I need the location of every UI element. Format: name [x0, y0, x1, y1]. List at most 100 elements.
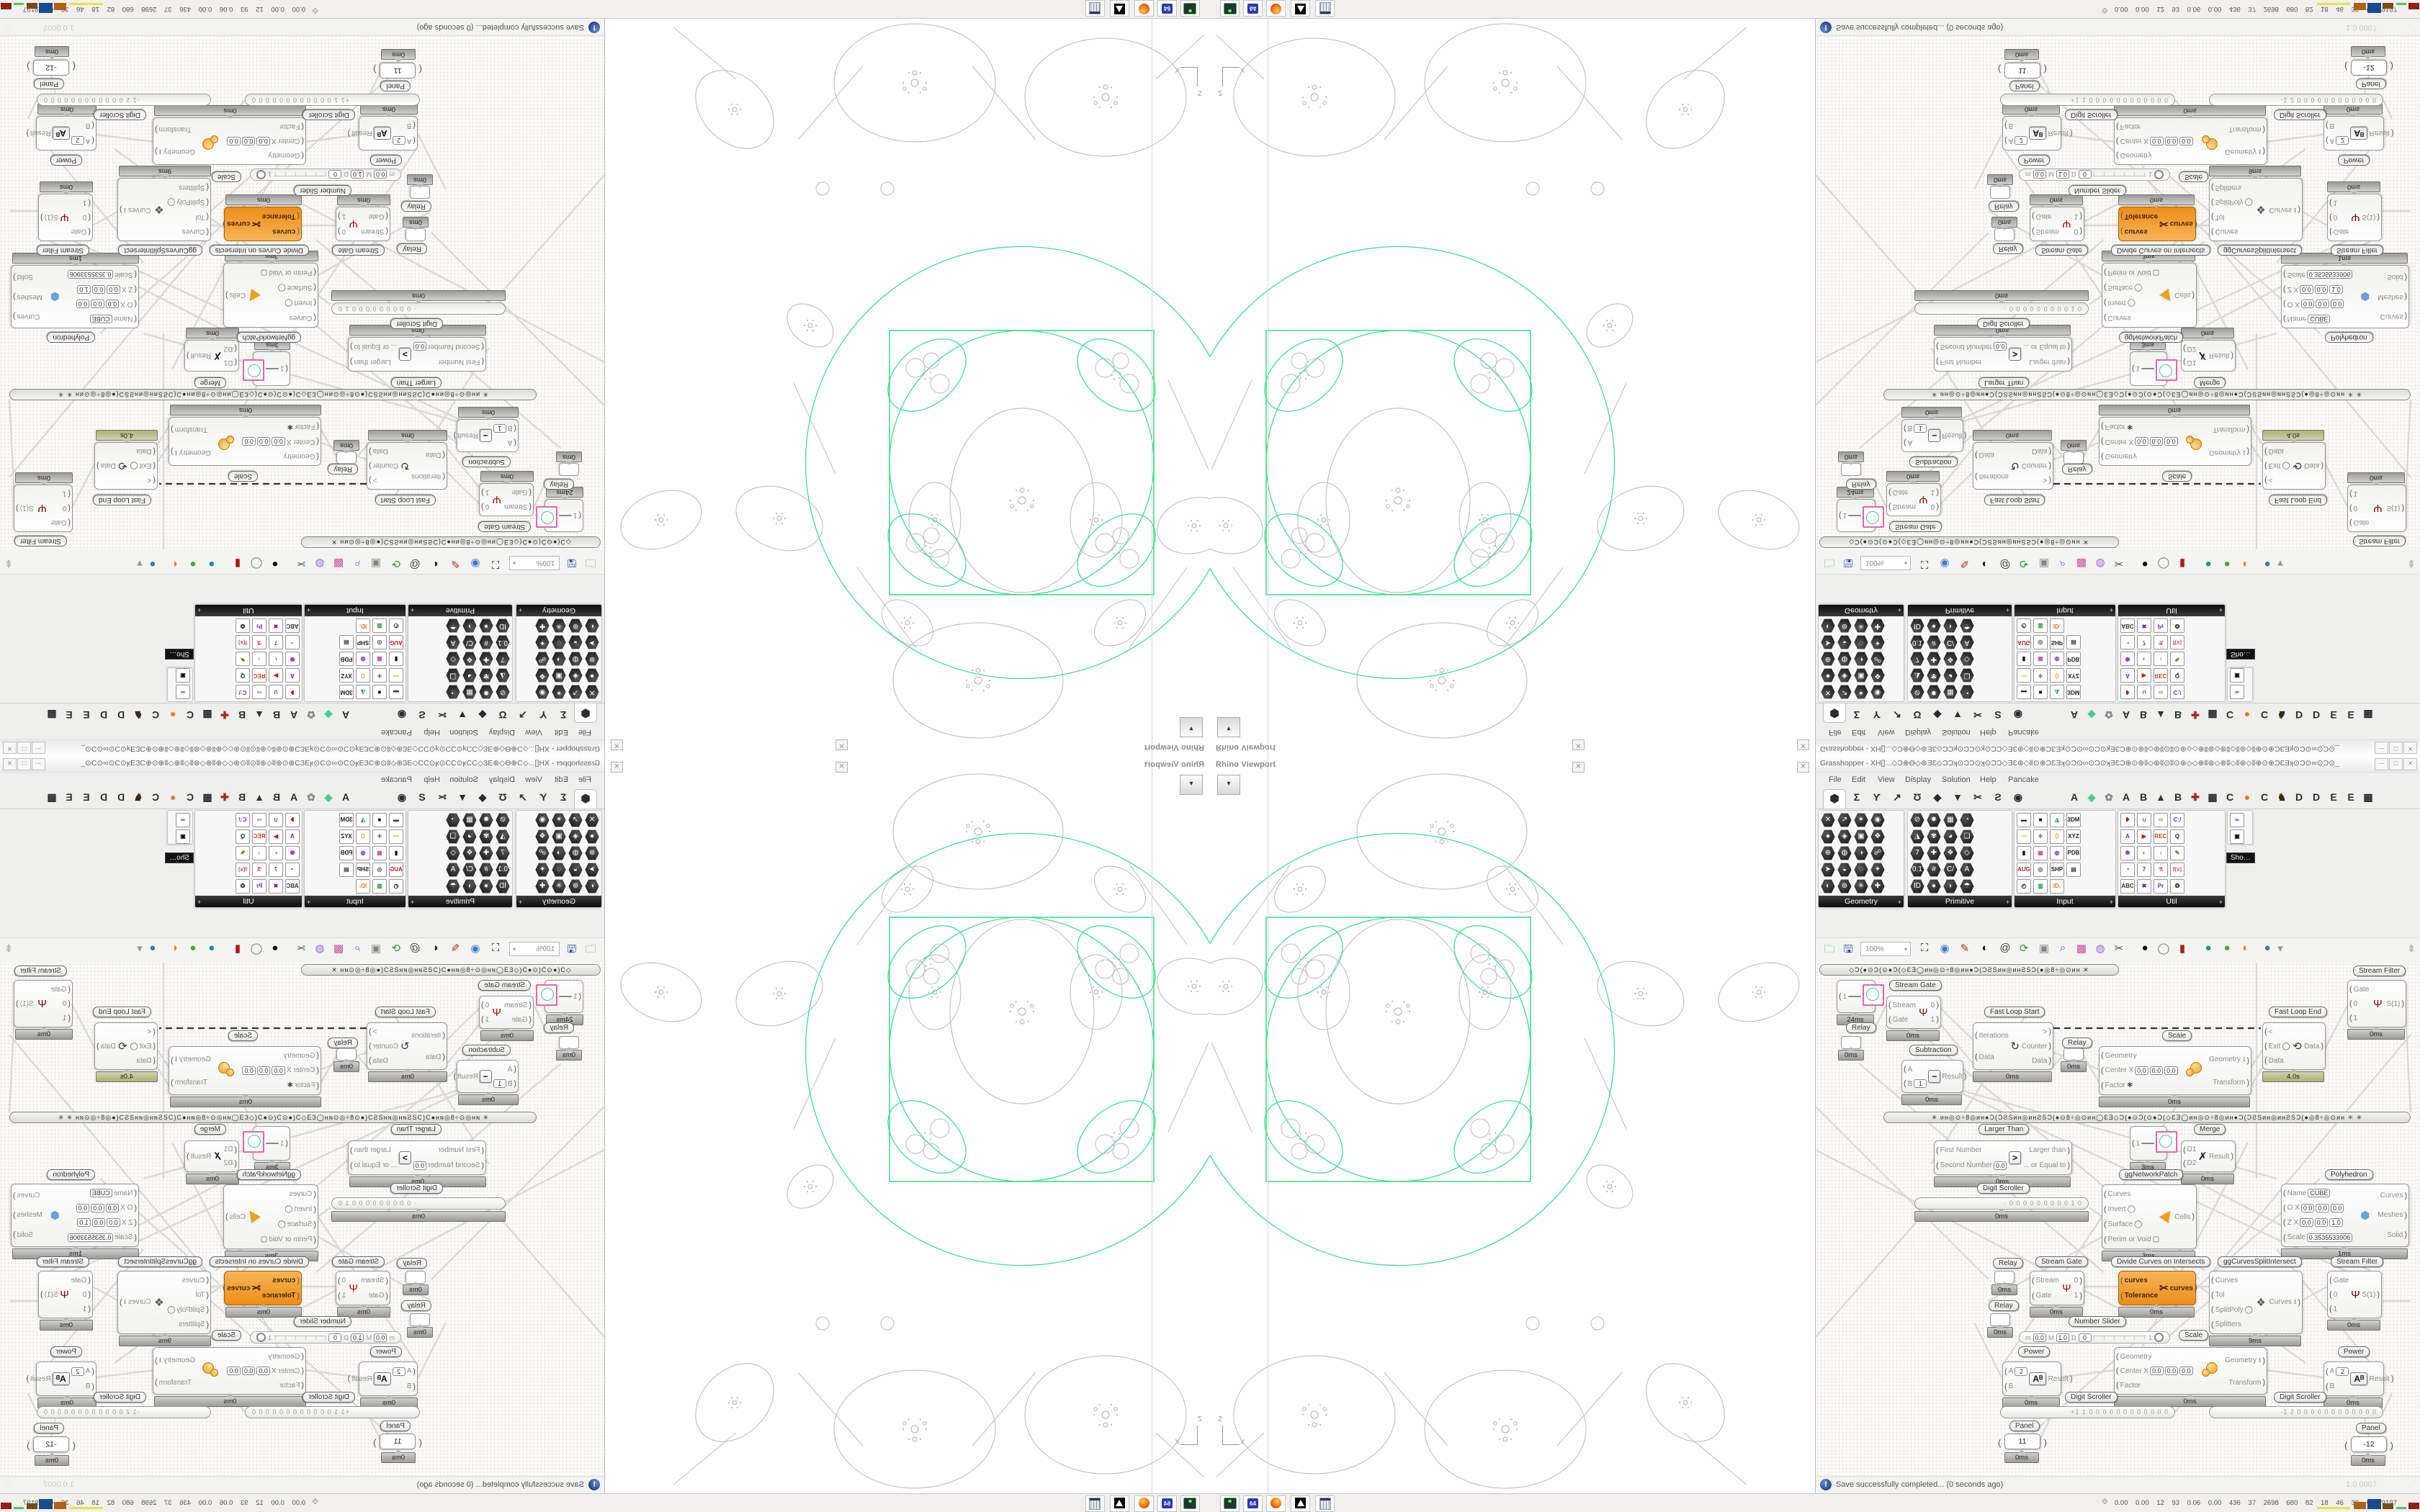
palette-icon[interactable]: ◑: [552, 846, 566, 860]
tab-plugin-1[interactable]: ◈: [324, 709, 333, 721]
gh-component-8[interactable]: (1: [242, 351, 290, 386]
component-nameplate-relay[interactable]: Relay: [544, 1022, 574, 1033]
port-a[interactable]: (A 2: [391, 1367, 417, 1376]
port-geometry[interactable]: (Geometry: [268, 151, 304, 160]
palette-icon[interactable]: ✾: [479, 668, 493, 683]
palette-icon[interactable]: ✎: [236, 846, 250, 860]
canvas-group-bar[interactable]: ✳ ин◎⊙÷8◎ин●Ɔ(ƆƧSин◎инƧSƆ(●⊙8÷◎⊙ин◯ƐƎ◇Ɔ(…: [9, 1112, 537, 1123]
palette-icon[interactable]: ABC: [285, 879, 300, 894]
toolbar-icon-12[interactable]: ✂: [2114, 557, 2124, 570]
port-1[interactable]: (1: [2349, 1014, 2358, 1022]
palette-icon[interactable]: ✖: [2137, 879, 2151, 894]
tab-category-4[interactable]: Ʊ: [498, 709, 507, 721]
menu-item-help[interactable]: Help: [424, 775, 440, 784]
port-curves-[interactable]: Curves ⭳): [120, 1297, 151, 1308]
value-box[interactable]: 0.0: [242, 437, 256, 446]
palette-icon[interactable]: ▣: [1854, 668, 1868, 683]
port-tol[interactable]: (Tol: [195, 1290, 209, 1300]
palette-icon[interactable]: ◴: [389, 879, 403, 894]
gh-component-8[interactable]: (1: [2130, 1126, 2178, 1161]
gh-component-13[interactable]: (Stream(Gate Ψ 0) 1): [2030, 1271, 2084, 1305]
palette-icon[interactable]: ✾: [1927, 668, 1941, 683]
gh-component-5[interactable]: (<(Exit ◯(Data ⟲ Data): [94, 1022, 158, 1070]
tab-category-9[interactable]: ◉: [2013, 791, 2023, 803]
gh-component-18[interactable]: (A 2(B Aᴮ Result): [2323, 1362, 2394, 1396]
value-box[interactable]: 0.0: [2164, 1367, 2179, 1375]
gh-component-6[interactable]: (Gate(0(1 Ψ S(1)): [2347, 485, 2406, 532]
gh-panel-value[interactable]: -12(): [27, 60, 76, 76]
tab-category-2[interactable]: Ƴ: [539, 791, 547, 803]
drive-icon[interactable]: [1223, 3, 1237, 14]
value-box[interactable]: 0.0: [1993, 1161, 2007, 1170]
port-s(1)[interactable]: S(1)): [16, 504, 34, 513]
component-nameplate-digit-scroller[interactable]: Digit Scroller: [94, 1392, 146, 1403]
port-s(1)[interactable]: S(1)): [2386, 999, 2404, 1008]
palette-icon[interactable]: A: [285, 668, 300, 683]
palette-expand-icon[interactable]: +: [2218, 606, 2223, 613]
palette-icon[interactable]: AUG: [389, 863, 403, 877]
gh-component-14[interactable]: (Curves(Tol(SplitPoly ◯(Splitters ❖ Curves …: [2209, 178, 2303, 241]
palette-icon[interactable]: ✾: [1927, 829, 1941, 844]
gh-component-10[interactable]: (Curves(Invert ◯(Surface ◯(Perim or Void ▢ C…: [223, 1184, 318, 1249]
tab-plugin-1[interactable]: ◈: [324, 791, 333, 803]
palette-icon[interactable]: A: [2120, 829, 2135, 844]
toolbar-icon-13[interactable]: ●: [272, 558, 279, 570]
toolbar-icon-3[interactable]: ◉: [470, 557, 480, 570]
component-nameplate-fast-loop-end[interactable]: Fast Loop End: [92, 495, 151, 505]
gh-component-14[interactable]: (Curves(Tol(SplitPoly ◯(Splitters ❖ Curves …: [117, 1271, 211, 1334]
port-solid[interactable]: Solid): [2387, 272, 2407, 282]
port-0[interactable]: 0): [2074, 227, 2082, 236]
gh-component-7[interactable]: (First Number(Second Number 0.0 > Larger th…: [348, 1140, 486, 1175]
port-factor[interactable]: (Factor: [279, 1381, 304, 1390]
port-exit[interactable]: (Exit ◯: [2264, 462, 2290, 470]
component-nameplate-fast-loop-start[interactable]: Fast Loop Start: [1984, 1007, 2045, 1017]
port-stream[interactable]: (Stream: [361, 227, 388, 236]
menu-item-pancake[interactable]: Pancake: [2008, 775, 2039, 784]
palette-icon[interactable]: ⊛: [1837, 618, 1852, 633]
floppy-icon[interactable]: 64: [1247, 1498, 1258, 1508]
zoom-level-box[interactable]: 100% ▾: [1860, 942, 1911, 956]
port-gate[interactable]: (Gate: [71, 1276, 91, 1284]
toolbar-icon-9[interactable]: ⌕: [2059, 942, 2066, 954]
palette-icon[interactable]: ◇: [1960, 652, 1974, 666]
gh-component-9[interactable]: (D1(D2 ✗ Result): [184, 340, 239, 372]
gh-component-3[interactable]: (Iterations(Data ↻ >) Counter) Data): [367, 1022, 447, 1070]
palette-icon[interactable]: 3DM: [339, 685, 354, 699]
drive-icon[interactable]: [1183, 3, 1197, 14]
port-1[interactable]: (1: [1837, 992, 1863, 1001]
port-gate[interactable]: (Gate: [511, 1015, 532, 1024]
palette-icon[interactable]: f(x): [236, 635, 250, 649]
palette-icon[interactable]: ▣: [2230, 668, 2244, 683]
port-surface[interactable]: (Surface ◯: [277, 1220, 316, 1229]
tab-plugin-14[interactable]: D: [99, 791, 108, 803]
menu-item-edit[interactable]: Edit: [555, 728, 568, 737]
tab-plugin-2[interactable]: ✿: [307, 791, 315, 803]
port-0[interactable]: (0: [82, 213, 91, 222]
component-nameplate-subtraction[interactable]: Subtraction: [1909, 1045, 1958, 1056]
palette-icon[interactable]: ❂: [2170, 618, 2184, 633]
port-gate[interactable]: (Gate: [2032, 212, 2052, 221]
component-nameplate-panel[interactable]: Panel: [34, 78, 64, 89]
menu-item-help[interactable]: Help: [424, 728, 440, 737]
value-box[interactable]: 0.0: [2316, 1203, 2329, 1212]
port-first-number[interactable]: (First Number: [438, 1146, 484, 1155]
component-nameplate-relay[interactable]: Relay: [397, 1258, 427, 1269]
gh-component-9[interactable]: (D1(D2 ✗ Result): [184, 1140, 239, 1172]
gh-component-17[interactable]: (Geometry(Center X 0.0 0.0 0.0(Factor Geomet…: [2114, 117, 2267, 165]
value-box[interactable]: 0.0: [413, 1161, 427, 1170]
palette-icon[interactable]: ⊕: [585, 846, 599, 860]
component-nameplate-power[interactable]: Power: [369, 155, 402, 166]
component-nameplate-polyhedron[interactable]: Polyhedron: [47, 332, 95, 343]
toolbar-icon-9[interactable]: ⌕: [354, 942, 361, 954]
viewport-close-icon[interactable]: ✕: [835, 762, 848, 773]
tab-plugin-14[interactable]: D: [2312, 791, 2321, 803]
palette-icon[interactable]: ▥: [2033, 879, 2048, 894]
close-button[interactable]: ✕: [3, 742, 17, 754]
palette-expand-icon[interactable]: +: [2218, 899, 2223, 906]
toolbar-icon-1[interactable]: 🖫: [1843, 557, 1853, 569]
tab-plugin-17[interactable]: ▩: [2363, 709, 2373, 721]
toolbar-icon-3[interactable]: ◉: [1940, 942, 1950, 955]
gh-component-3[interactable]: (Iterations(Data ↻ >) Counter) Data): [1973, 1022, 2053, 1070]
port-0[interactable]: 0): [1930, 1001, 1939, 1009]
port-geometry[interactable]: (Geometry: [268, 1352, 304, 1361]
